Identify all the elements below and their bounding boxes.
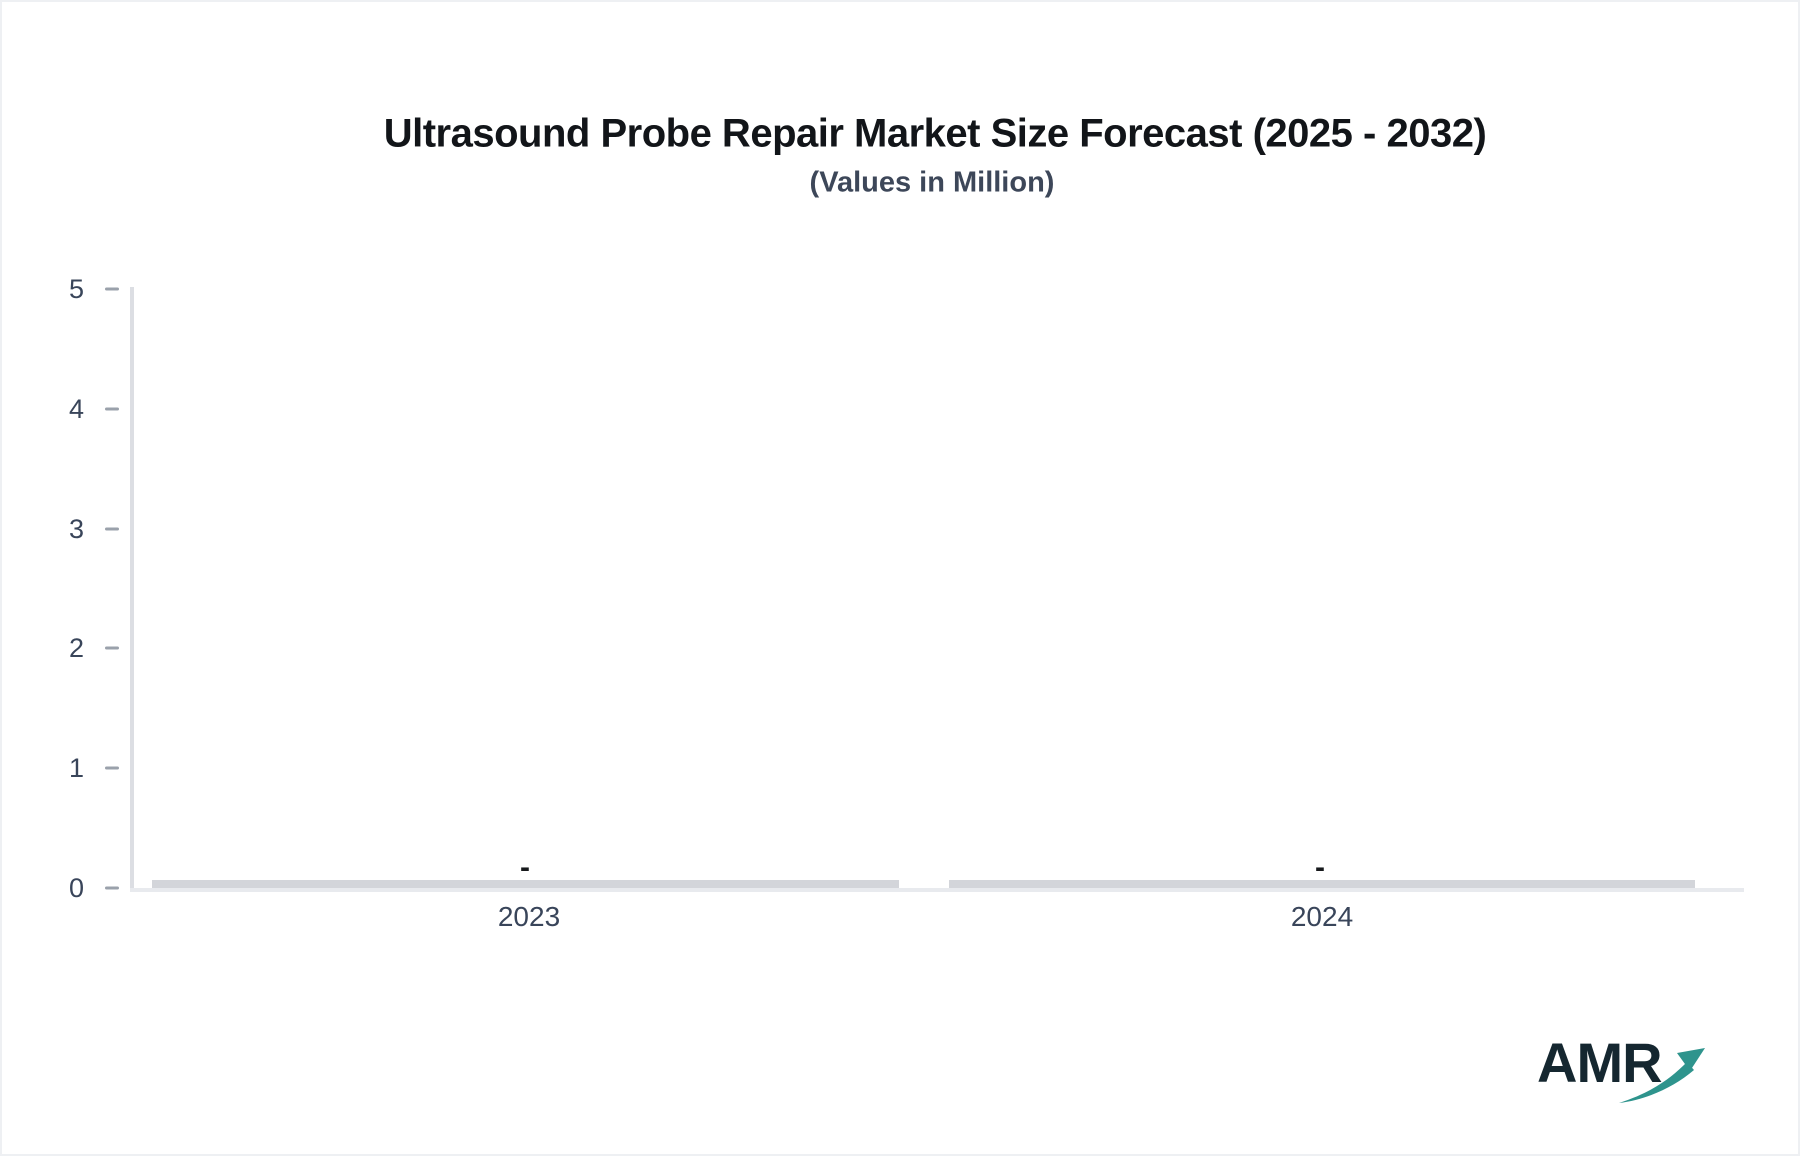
bar-2023[interactable] xyxy=(152,880,899,888)
y-tick-label: 2 xyxy=(68,633,84,663)
amr-logo: AMR xyxy=(1537,1032,1717,1107)
y-tick-label: 1 xyxy=(68,753,84,783)
trend-up-arrow-icon xyxy=(1617,1046,1709,1111)
y-tick-label: 5 xyxy=(68,274,84,304)
bar-2024[interactable] xyxy=(949,880,1695,888)
y-tick-label: 4 xyxy=(68,394,84,424)
y-axis-line xyxy=(130,287,134,892)
chart-title: Ultrasound Probe Repair Market Size Fore… xyxy=(383,111,1487,156)
value-label-2023: - xyxy=(520,851,530,884)
value-label-2024: - xyxy=(1315,851,1325,884)
x-axis-label-2023: 2023 xyxy=(497,901,561,932)
y-tick-mark xyxy=(105,527,119,531)
y-tick-mark xyxy=(105,287,119,291)
y-tick-mark xyxy=(105,766,119,770)
y-tick-mark xyxy=(105,407,119,411)
logo-text: AMR xyxy=(1537,1031,1663,1094)
chart-subtitle: (Values in Million) xyxy=(809,166,1055,199)
y-tick-label: 3 xyxy=(68,514,84,544)
x-axis-label-2024: 2024 xyxy=(1290,901,1354,932)
y-tick-label: 0 xyxy=(68,873,84,903)
y-tick-mark xyxy=(105,886,119,890)
x-axis-line xyxy=(130,888,1744,892)
y-tick-mark xyxy=(105,646,119,650)
